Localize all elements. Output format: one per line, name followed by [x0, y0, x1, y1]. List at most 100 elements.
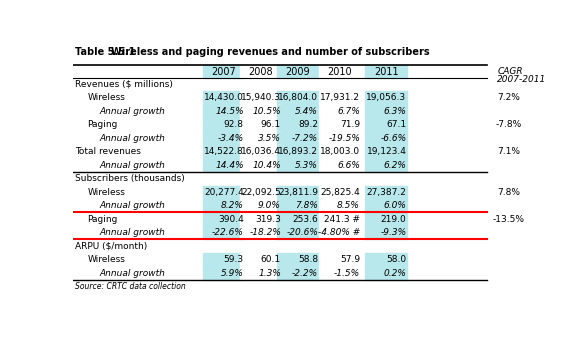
Text: 57.9: 57.9	[340, 255, 360, 264]
Text: 219.0: 219.0	[381, 215, 407, 224]
Bar	[240, 266, 282, 280]
Text: 16,036.4: 16,036.4	[241, 147, 281, 156]
Text: CAGR: CAGR	[497, 67, 523, 76]
Bar	[319, 253, 361, 266]
Text: -7.8%: -7.8%	[496, 120, 522, 129]
Text: 6.6%: 6.6%	[337, 161, 360, 170]
Text: -20.6%: -20.6%	[287, 228, 318, 237]
Text: 1.3%: 1.3%	[258, 269, 281, 278]
Text: 2010: 2010	[328, 66, 352, 76]
Bar	[240, 145, 282, 159]
Text: 7.8%: 7.8%	[497, 188, 520, 197]
Text: 319.3: 319.3	[255, 215, 281, 224]
Text: 9.0%: 9.0%	[258, 201, 281, 210]
Text: Wireless and paging revenues and number of subscribers: Wireless and paging revenues and number …	[111, 47, 430, 57]
Text: 7.2%: 7.2%	[498, 93, 520, 102]
Text: -1.5%: -1.5%	[334, 269, 360, 278]
Bar	[365, 105, 407, 118]
Bar	[365, 91, 407, 105]
Bar	[202, 145, 245, 159]
Bar	[319, 145, 361, 159]
Bar	[277, 91, 319, 105]
Text: 16,804.0: 16,804.0	[278, 93, 318, 102]
Text: 390.4: 390.4	[218, 215, 244, 224]
Text: 3.5%: 3.5%	[258, 134, 281, 143]
Bar	[277, 145, 319, 159]
Text: 7.1%: 7.1%	[497, 147, 520, 156]
Text: 253.6: 253.6	[292, 215, 318, 224]
Text: 10.5%: 10.5%	[252, 107, 281, 116]
Bar	[319, 91, 361, 105]
Text: -7.2%: -7.2%	[292, 134, 318, 143]
Text: -13.5%: -13.5%	[493, 215, 525, 224]
Bar	[365, 253, 407, 266]
Text: Annual growth: Annual growth	[100, 161, 165, 170]
Bar	[277, 186, 319, 199]
Bar	[319, 65, 361, 78]
Bar	[240, 199, 282, 213]
Text: 14,430.0: 14,430.0	[204, 93, 244, 102]
Text: -19.5%: -19.5%	[328, 134, 360, 143]
Text: 71.9: 71.9	[340, 120, 360, 129]
Text: 5.3%: 5.3%	[295, 161, 318, 170]
Bar	[202, 159, 245, 172]
Bar	[202, 118, 245, 132]
Text: 59.3: 59.3	[224, 255, 244, 264]
Bar	[319, 266, 361, 280]
Bar	[202, 199, 245, 213]
Bar	[365, 159, 407, 172]
Text: 16,893.2: 16,893.2	[278, 147, 318, 156]
Text: 14,522.8: 14,522.8	[204, 147, 244, 156]
Text: 6.0%: 6.0%	[383, 201, 407, 210]
Text: 14.5%: 14.5%	[215, 107, 244, 116]
Text: Wireless: Wireless	[87, 188, 125, 197]
Text: 22,092.5: 22,092.5	[241, 188, 281, 197]
Text: 7.8%: 7.8%	[295, 201, 318, 210]
Bar	[365, 145, 407, 159]
Text: 5.4%: 5.4%	[295, 107, 318, 116]
Bar	[202, 65, 245, 78]
Text: 58.8: 58.8	[298, 255, 318, 264]
Bar	[202, 266, 245, 280]
Text: Revenues ($ millions): Revenues ($ millions)	[75, 80, 173, 89]
Text: Wireless: Wireless	[87, 93, 125, 102]
Text: Total revenues: Total revenues	[75, 147, 141, 156]
Bar	[365, 118, 407, 132]
Text: Annual growth: Annual growth	[100, 228, 165, 237]
Text: 60.1: 60.1	[261, 255, 281, 264]
Bar	[240, 226, 282, 239]
Text: 89.2: 89.2	[298, 120, 318, 129]
Bar	[240, 118, 282, 132]
Bar	[365, 65, 407, 78]
Bar	[202, 132, 245, 145]
Text: Source: CRTC data collection: Source: CRTC data collection	[75, 282, 186, 291]
Text: 15,940.3: 15,940.3	[241, 93, 281, 102]
Bar	[240, 186, 282, 199]
Text: Annual growth: Annual growth	[100, 107, 165, 116]
Bar	[277, 253, 319, 266]
Text: -18.2%: -18.2%	[249, 228, 281, 237]
Text: -9.3%: -9.3%	[380, 228, 407, 237]
Text: Subscribers (thousands): Subscribers (thousands)	[75, 174, 184, 183]
Bar	[277, 105, 319, 118]
Bar	[277, 266, 319, 280]
Text: 8.2%: 8.2%	[221, 201, 244, 210]
Bar	[277, 226, 319, 239]
Text: 27,387.2: 27,387.2	[367, 188, 407, 197]
Bar	[202, 105, 245, 118]
Bar	[365, 266, 407, 280]
Bar	[277, 213, 319, 226]
Text: Paging: Paging	[87, 120, 118, 129]
Bar	[319, 199, 361, 213]
Text: 6.3%: 6.3%	[383, 107, 407, 116]
Bar	[202, 226, 245, 239]
Text: 67.1: 67.1	[386, 120, 407, 129]
Bar	[202, 253, 245, 266]
Bar	[319, 105, 361, 118]
Text: 17,931.2: 17,931.2	[320, 93, 360, 102]
Bar	[240, 65, 282, 78]
Text: -22.6%: -22.6%	[212, 228, 244, 237]
Bar	[277, 118, 319, 132]
Bar	[319, 213, 361, 226]
Text: 241.3 #: 241.3 #	[324, 215, 360, 224]
